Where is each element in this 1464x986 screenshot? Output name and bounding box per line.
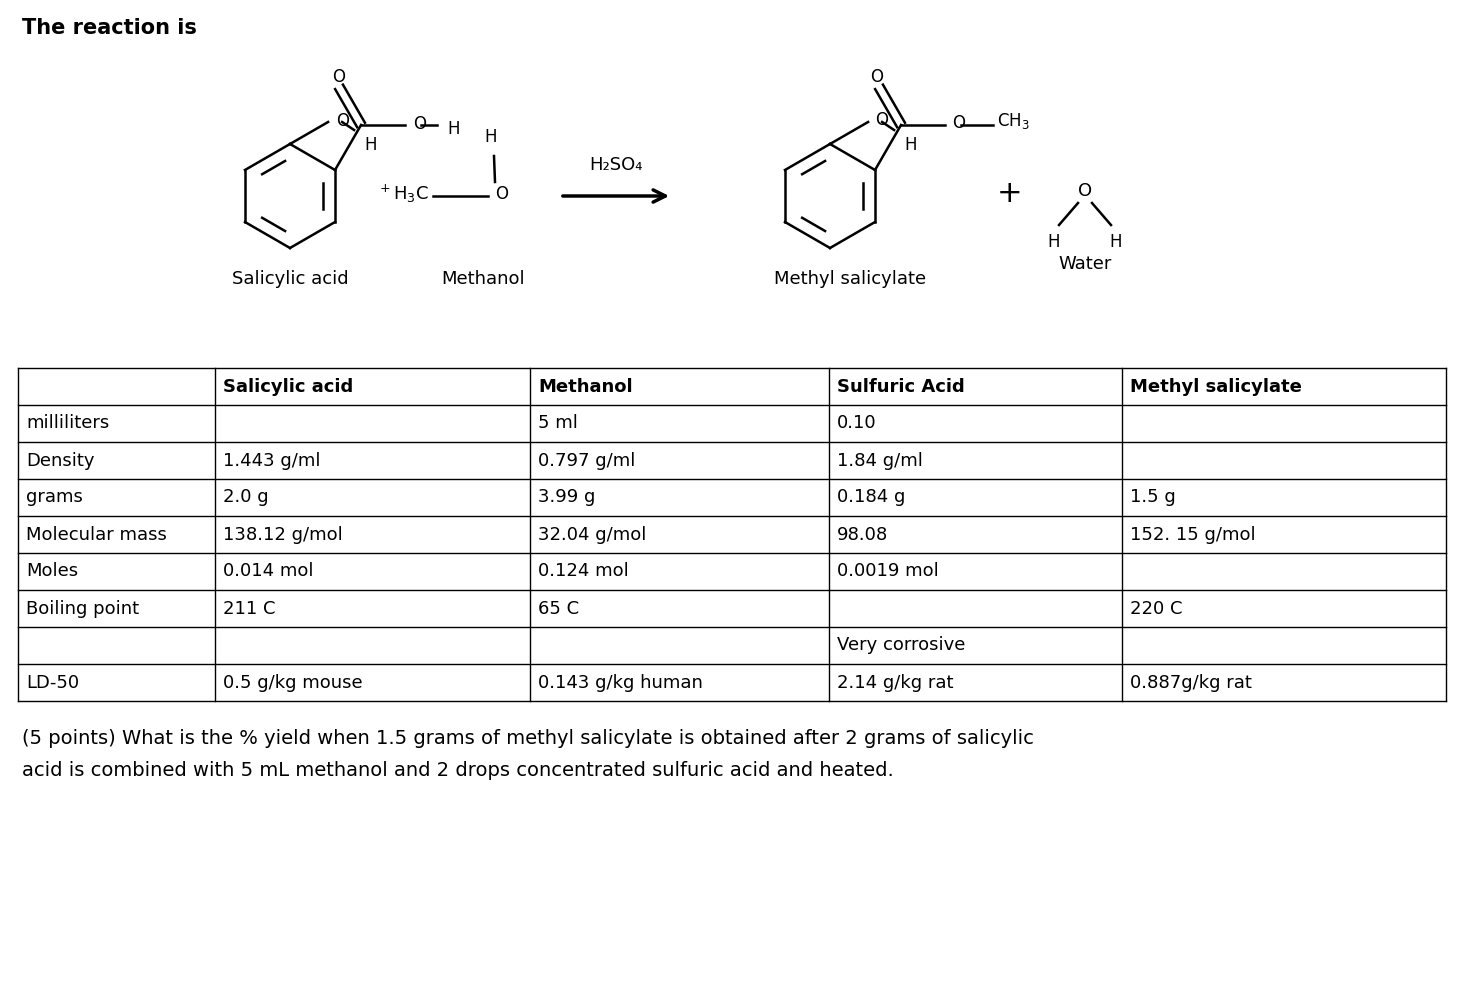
Text: $^+$H$_3$C: $^+$H$_3$C <box>378 182 429 205</box>
Text: milliliters: milliliters <box>26 414 110 433</box>
Text: 98.08: 98.08 <box>837 526 889 543</box>
Text: O: O <box>871 68 884 86</box>
Text: acid is combined with 5 mL methanol and 2 drops concentrated sulfuric acid and h: acid is combined with 5 mL methanol and … <box>22 761 893 780</box>
Text: 211 C: 211 C <box>223 599 275 617</box>
Text: Boiling point: Boiling point <box>26 599 139 617</box>
Text: Salicylic acid: Salicylic acid <box>223 378 353 395</box>
Text: 0.014 mol: 0.014 mol <box>223 562 313 581</box>
Text: 65 C: 65 C <box>539 599 580 617</box>
Text: 0.10: 0.10 <box>837 414 877 433</box>
Text: (5 points) What is the % yield when 1.5 grams of methyl salicylate is obtained a: (5 points) What is the % yield when 1.5 … <box>22 729 1034 748</box>
Text: H: H <box>905 136 916 154</box>
Text: Water: Water <box>1058 255 1111 273</box>
Text: H: H <box>1048 233 1060 251</box>
Text: Very corrosive: Very corrosive <box>837 637 966 655</box>
Text: Sulfuric Acid: Sulfuric Acid <box>837 378 965 395</box>
Text: H: H <box>447 120 460 138</box>
Text: O: O <box>1078 182 1092 200</box>
Text: CH$_3$: CH$_3$ <box>997 111 1029 131</box>
Text: 0.0019 mol: 0.0019 mol <box>837 562 938 581</box>
Text: H: H <box>365 136 376 154</box>
Text: O: O <box>413 115 426 133</box>
Text: 0.124 mol: 0.124 mol <box>539 562 630 581</box>
Text: 0.5 g/kg mouse: 0.5 g/kg mouse <box>223 673 363 691</box>
Text: Methyl salicylate: Methyl salicylate <box>1130 378 1301 395</box>
Text: H₂SO₄: H₂SO₄ <box>590 156 643 174</box>
Text: +: + <box>997 178 1023 207</box>
Text: 3.99 g: 3.99 g <box>539 488 596 507</box>
Text: 1.84 g/ml: 1.84 g/ml <box>837 452 924 469</box>
Text: Molecular mass: Molecular mass <box>26 526 167 543</box>
Text: 1.443 g/ml: 1.443 g/ml <box>223 452 321 469</box>
Text: 0.797 g/ml: 0.797 g/ml <box>539 452 635 469</box>
Text: 2.14 g/kg rat: 2.14 g/kg rat <box>837 673 953 691</box>
Text: 0.887g/kg rat: 0.887g/kg rat <box>1130 673 1252 691</box>
Text: O: O <box>875 111 889 129</box>
Text: O: O <box>337 112 348 130</box>
Text: 5 ml: 5 ml <box>539 414 578 433</box>
Text: O: O <box>952 114 965 132</box>
Text: Methyl salicylate: Methyl salicylate <box>774 270 927 288</box>
Text: 152. 15 g/mol: 152. 15 g/mol <box>1130 526 1255 543</box>
Text: O: O <box>332 68 346 86</box>
Text: 138.12 g/mol: 138.12 g/mol <box>223 526 343 543</box>
Text: Moles: Moles <box>26 562 78 581</box>
Text: grams: grams <box>26 488 83 507</box>
Text: 32.04 g/mol: 32.04 g/mol <box>539 526 647 543</box>
Text: Salicylic acid: Salicylic acid <box>231 270 348 288</box>
Text: Methanol: Methanol <box>441 270 524 288</box>
Text: Density: Density <box>26 452 95 469</box>
Text: 1.5 g: 1.5 g <box>1130 488 1176 507</box>
Text: 0.143 g/kg human: 0.143 g/kg human <box>539 673 703 691</box>
Text: H: H <box>485 128 498 146</box>
Text: The reaction is: The reaction is <box>22 18 196 38</box>
Text: 220 C: 220 C <box>1130 599 1183 617</box>
Text: LD-50: LD-50 <box>26 673 79 691</box>
Text: Methanol: Methanol <box>539 378 632 395</box>
Text: 0.184 g: 0.184 g <box>837 488 906 507</box>
Text: 2.0 g: 2.0 g <box>223 488 269 507</box>
Text: O: O <box>495 185 508 203</box>
Text: H: H <box>1110 233 1123 251</box>
